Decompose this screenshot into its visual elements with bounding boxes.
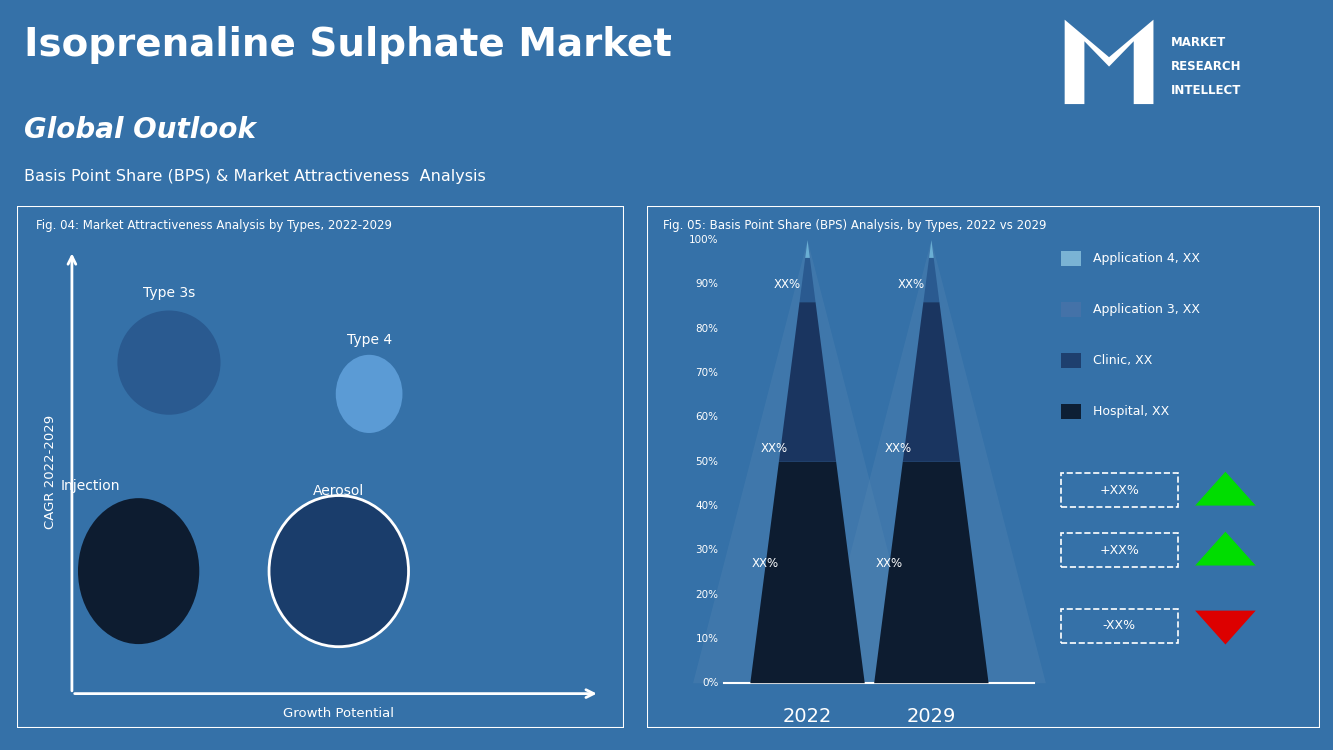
Polygon shape: [929, 240, 933, 258]
Text: +XX%: +XX%: [1100, 484, 1140, 496]
Polygon shape: [778, 302, 836, 462]
Ellipse shape: [269, 496, 408, 646]
Polygon shape: [817, 240, 1046, 683]
Text: 0%: 0%: [702, 678, 718, 688]
Text: Clinic, XX: Clinic, XX: [1093, 354, 1152, 367]
Text: Application 3, XX: Application 3, XX: [1093, 303, 1200, 316]
Text: 80%: 80%: [696, 324, 718, 334]
Polygon shape: [805, 240, 810, 258]
Text: XX%: XX%: [876, 557, 902, 570]
Polygon shape: [1196, 610, 1256, 644]
Text: XX%: XX%: [773, 278, 801, 291]
Text: +XX%: +XX%: [1100, 544, 1140, 556]
Text: XX%: XX%: [752, 557, 778, 570]
Text: 2029: 2029: [906, 706, 956, 726]
Text: 30%: 30%: [696, 545, 718, 555]
Ellipse shape: [117, 310, 220, 415]
Text: Application 4, XX: Application 4, XX: [1093, 252, 1200, 265]
Polygon shape: [902, 302, 960, 462]
Polygon shape: [800, 258, 816, 302]
Text: CAGR 2022-2029: CAGR 2022-2029: [44, 415, 57, 530]
Text: RESEARCH: RESEARCH: [1170, 60, 1241, 73]
Text: XX%: XX%: [761, 442, 788, 454]
Bar: [1061, 302, 1081, 317]
Text: 60%: 60%: [696, 413, 718, 422]
Text: 100%: 100%: [689, 236, 718, 245]
Text: 50%: 50%: [696, 457, 718, 466]
Ellipse shape: [336, 355, 403, 433]
Text: MARKET: MARKET: [1170, 35, 1226, 49]
Bar: [1061, 404, 1081, 419]
Text: Hospital, XX: Hospital, XX: [1093, 405, 1169, 418]
Polygon shape: [1196, 472, 1256, 506]
Text: Fig. 04: Market Attractiveness Analysis by Types, 2022-2029: Fig. 04: Market Attractiveness Analysis …: [36, 219, 392, 232]
Polygon shape: [750, 462, 865, 683]
Text: 20%: 20%: [696, 590, 718, 599]
Text: XX%: XX%: [897, 278, 925, 291]
Text: XX%: XX%: [885, 442, 912, 454]
Text: 90%: 90%: [696, 280, 718, 290]
Polygon shape: [874, 462, 989, 683]
Text: Basis Point Share (BPS) & Market Attractiveness  Analysis: Basis Point Share (BPS) & Market Attract…: [24, 169, 485, 184]
Polygon shape: [924, 258, 940, 302]
Text: Growth Potential: Growth Potential: [284, 706, 395, 720]
Text: 10%: 10%: [696, 634, 718, 644]
Text: Type 4: Type 4: [347, 333, 392, 347]
Text: Isoprenaline Sulphate Market: Isoprenaline Sulphate Market: [24, 26, 672, 64]
Text: Type 3s: Type 3s: [143, 286, 195, 300]
Text: Injection: Injection: [60, 479, 120, 493]
Bar: [1061, 251, 1081, 266]
Text: 2022: 2022: [782, 706, 832, 726]
Polygon shape: [1065, 20, 1153, 104]
Text: Fig. 05: Basis Point Share (BPS) Analysis, by Types, 2022 vs 2029: Fig. 05: Basis Point Share (BPS) Analysi…: [664, 219, 1046, 232]
Text: INTELLECT: INTELLECT: [1170, 85, 1241, 98]
Bar: [1061, 352, 1081, 368]
Text: -XX%: -XX%: [1102, 620, 1136, 632]
Polygon shape: [693, 240, 922, 683]
Text: 70%: 70%: [696, 368, 718, 378]
Text: 40%: 40%: [696, 501, 718, 511]
Text: Global Outlook: Global Outlook: [24, 116, 256, 144]
Ellipse shape: [79, 498, 200, 644]
Polygon shape: [1196, 532, 1256, 566]
Text: Aerosol: Aerosol: [313, 484, 364, 498]
